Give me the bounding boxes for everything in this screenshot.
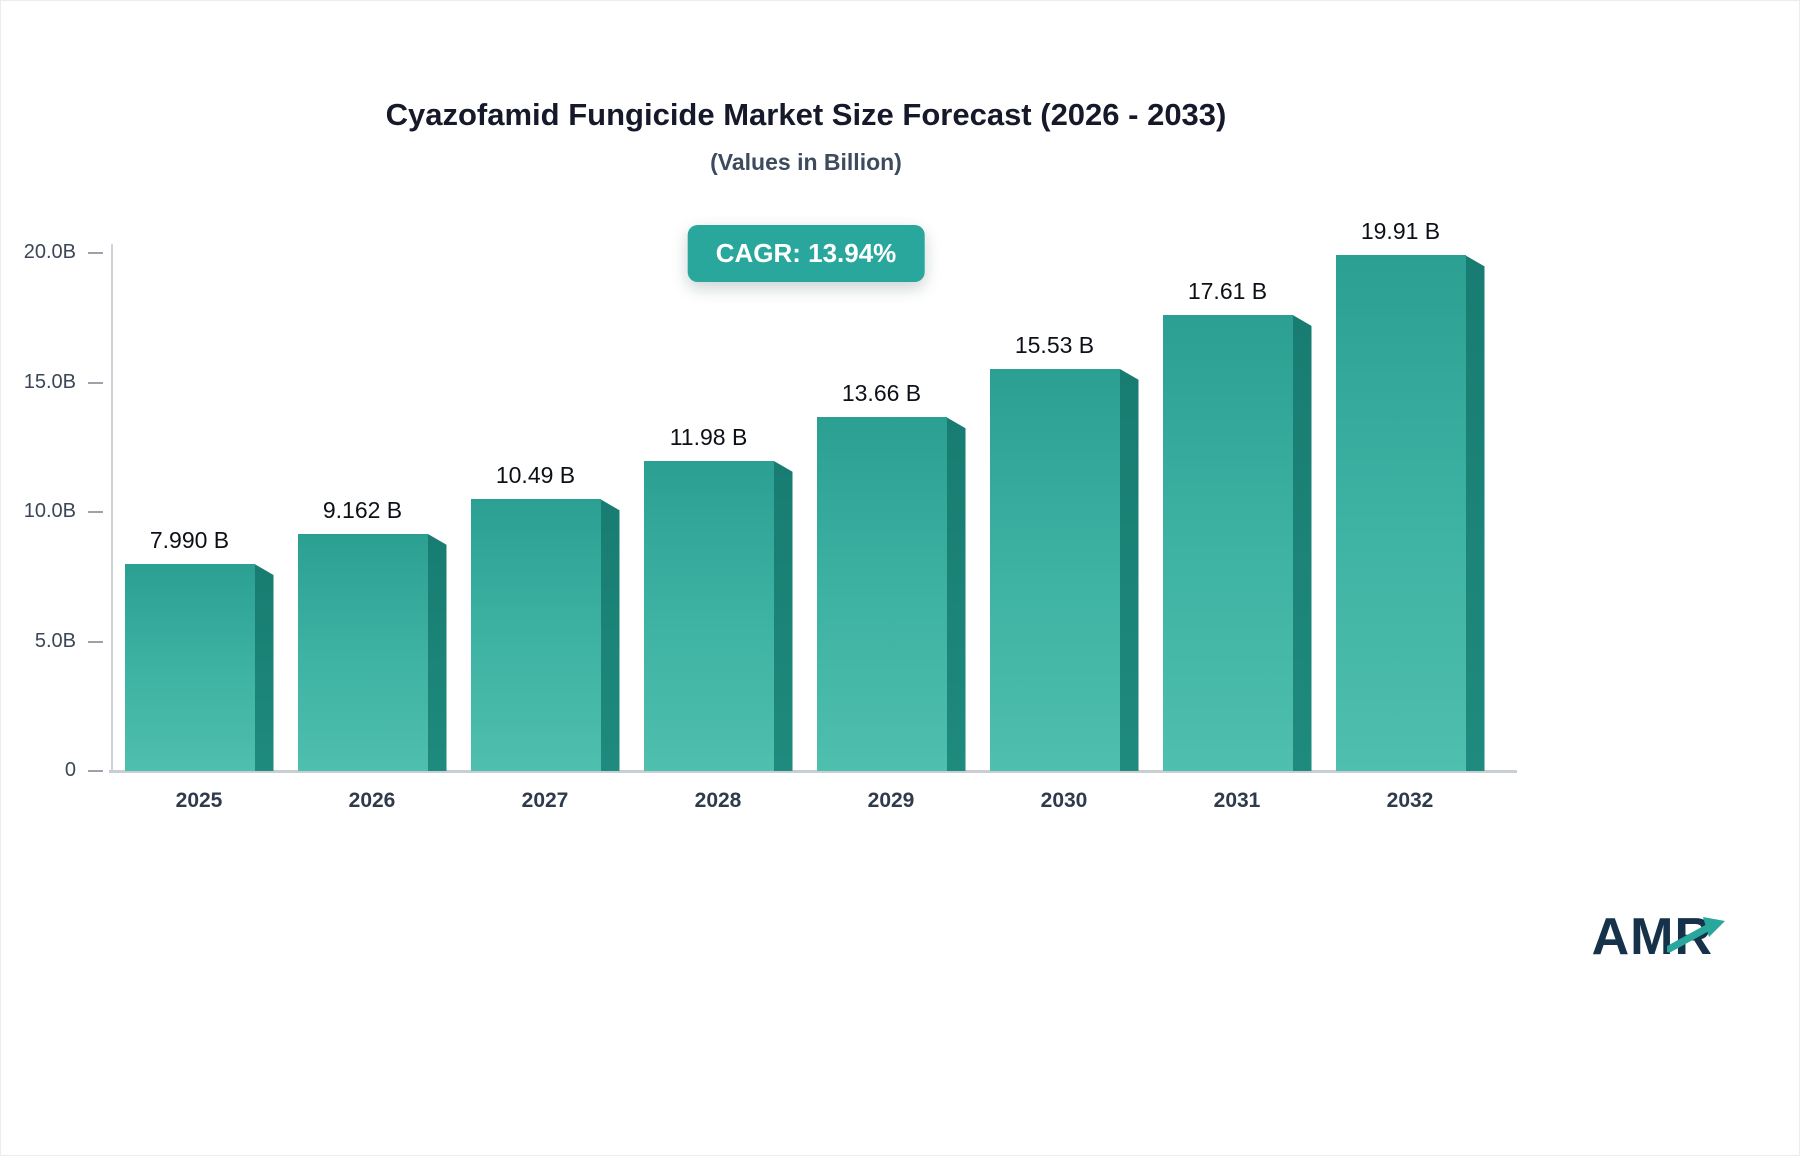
bar: 11.98 B [643,424,793,771]
bar-side [600,499,620,771]
y-axis-line [111,244,113,772]
y-tick-mark [88,770,103,772]
x-axis-label: 2032 [1386,789,1434,812]
bar-value-label: 17.61 B [1187,277,1268,304]
bar-side [1465,255,1485,771]
y-tick-mark [88,381,103,384]
y-axis-label: 20.0B [23,241,76,263]
bar-value-label: 10.49 B [495,462,576,489]
brand-logo: AMR [1592,911,1725,963]
cagr-badge: CAGR: 13.94% [687,225,925,282]
bar-value-label: 19.91 B [1360,218,1441,245]
bar-face [643,460,774,771]
bar-face [470,499,601,771]
x-axis-label: 2026 [348,789,396,812]
bar-value-label: 15.53 B [1014,331,1095,358]
bar-side [1119,368,1139,771]
x-axis-label: 2028 [694,789,742,812]
bar-face [124,564,255,771]
bar-face [816,417,947,771]
bar-value-label: 9.162 B [322,496,403,523]
bar: 9.162 B [297,497,447,771]
bar-side [1292,314,1312,771]
bar-face [989,368,1120,771]
bar: 19.91 B [1335,218,1485,771]
y-tick-mark [88,640,103,643]
y-tick-mark [88,252,103,254]
bar-value-label: 11.98 B [669,423,748,450]
bar-face [1162,314,1293,771]
x-axis-label: 2025 [175,789,223,812]
chart-subtitle: (Values in Billion) [710,149,902,175]
bar: 13.66 B [816,380,966,771]
bar-face [1335,255,1466,771]
bar: 15.53 B [989,332,1139,771]
x-axis-label: 2029 [867,789,915,812]
x-axis-label: 2027 [521,789,569,812]
y-axis-label: 0 [64,759,76,781]
bar-side [773,460,793,771]
bar-side [254,564,274,771]
x-axis-label: 2031 [1213,789,1261,812]
bar-side [427,533,447,771]
bar-side [946,417,966,771]
x-axis-label: 2030 [1040,789,1088,812]
bar: 10.49 B [470,462,620,771]
bar: 7.990 B [124,527,274,771]
bar-value-label: 13.66 B [841,380,922,407]
bar-value-label: 7.990 B [149,527,230,554]
bar: 17.61 B [1162,278,1312,771]
y-axis-label: 15.0B [23,370,76,393]
bar-face [297,533,428,771]
y-axis-label: 10.0B [23,500,76,522]
x-axis-line [109,770,1517,773]
trend-arrow-icon [1667,917,1725,953]
y-axis-label: 5.0B [34,629,76,652]
chart-title: Cyazofamid Fungicide Market Size Forecas… [385,97,1227,132]
y-tick-mark [88,511,103,513]
